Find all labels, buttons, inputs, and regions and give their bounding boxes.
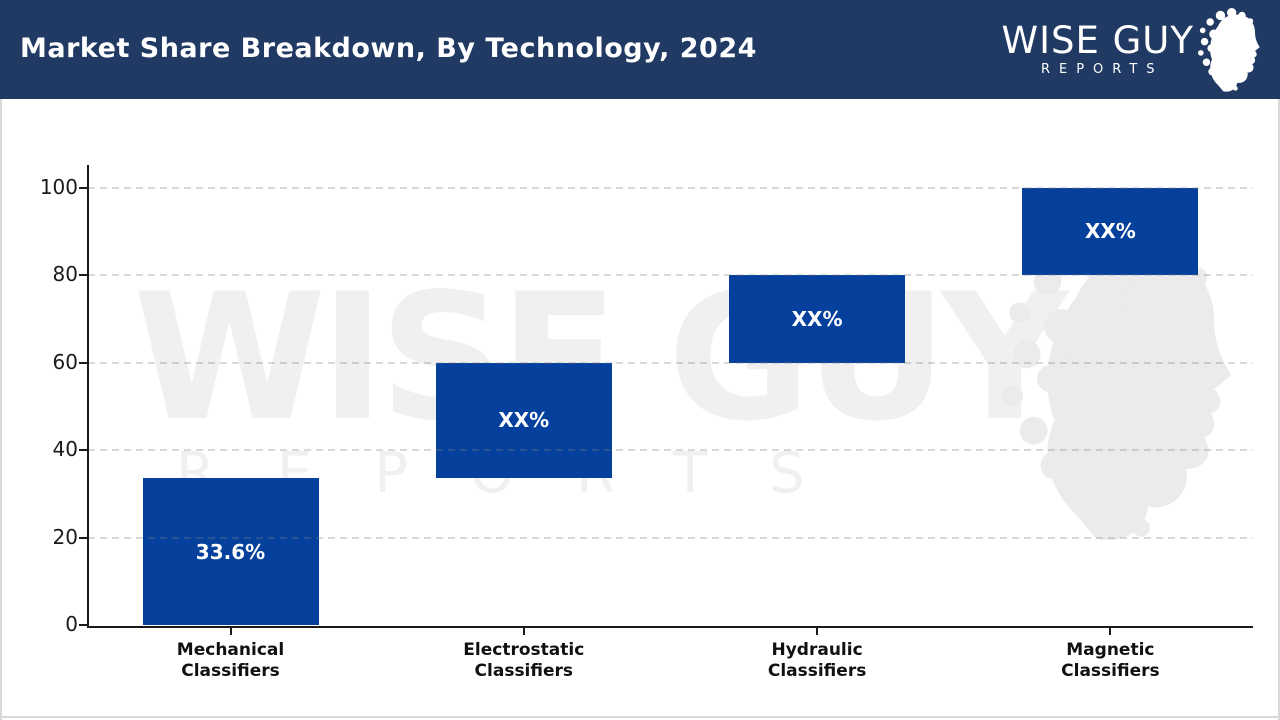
y-tick-80 bbox=[79, 274, 88, 276]
y-tick-label-40: 40 bbox=[52, 437, 78, 461]
x-tick-label-mechanical: Mechanical Classifiers bbox=[176, 640, 285, 682]
header-bar: Market Share Breakdown, By Technology, 2… bbox=[0, 0, 1280, 99]
page-title: Market Share Breakdown, By Technology, 2… bbox=[20, 33, 757, 64]
brand-head-icon bbox=[1198, 8, 1260, 92]
bar-value-label: XX% bbox=[498, 408, 550, 433]
x-tick-2 bbox=[522, 628, 525, 635]
image-border-bottom bbox=[0, 716, 1280, 718]
y-tick-label-80: 80 bbox=[52, 262, 78, 286]
y-tick-0 bbox=[79, 624, 88, 626]
bar-hydraulic-classifiers: XX% bbox=[729, 275, 906, 363]
gridline-y-20 bbox=[88, 536, 1253, 539]
x-axis-line bbox=[87, 626, 1253, 628]
brand-logo: WISE GUY REPORTS bbox=[1002, 6, 1266, 94]
x-tick-label-electrostatic: Electrostatic Classifiers bbox=[463, 640, 585, 682]
x-tick-4 bbox=[1109, 628, 1112, 635]
image-border-right bbox=[1278, 99, 1280, 720]
watermark-head-icon bbox=[1002, 229, 1232, 541]
y-tick-60 bbox=[79, 361, 88, 364]
bar-value-label: XX% bbox=[791, 306, 843, 331]
gridline-y-40 bbox=[88, 449, 1253, 451]
bar-electrostatic-classifiers: XX% bbox=[435, 362, 612, 478]
bar-magnetic-classifiers: XX% bbox=[1022, 187, 1199, 275]
y-tick-label-20: 20 bbox=[52, 524, 78, 549]
y-tick-40 bbox=[79, 449, 88, 451]
gridline-y-100 bbox=[88, 186, 1253, 189]
y-tick-label-100: 100 bbox=[39, 174, 78, 199]
bar-value-label: 33.6% bbox=[195, 539, 266, 564]
x-tick-label-magnetic: Magnetic Classifiers bbox=[1061, 640, 1160, 682]
x-tick-label-hydraulic: Hydraulic Classifiers bbox=[767, 640, 867, 682]
brand-subname: REPORTS bbox=[1040, 62, 1164, 77]
gridline-y-80 bbox=[88, 274, 1253, 276]
bar-value-label: XX% bbox=[1084, 219, 1136, 244]
gridline-y-60 bbox=[88, 361, 1253, 364]
y-tick-label-0: 0 bbox=[65, 612, 78, 636]
x-tick-3 bbox=[816, 628, 819, 635]
y-tick-100 bbox=[79, 186, 88, 189]
brand-name: WISE GUY bbox=[1001, 19, 1194, 62]
bar-mechanical-classifiers: 33.6% bbox=[142, 478, 319, 625]
x-tick-1 bbox=[229, 628, 232, 635]
y-tick-20 bbox=[79, 536, 88, 539]
y-tick-label-60: 60 bbox=[52, 349, 78, 374]
image-border-left bbox=[0, 99, 2, 720]
y-axis-line bbox=[87, 165, 89, 627]
